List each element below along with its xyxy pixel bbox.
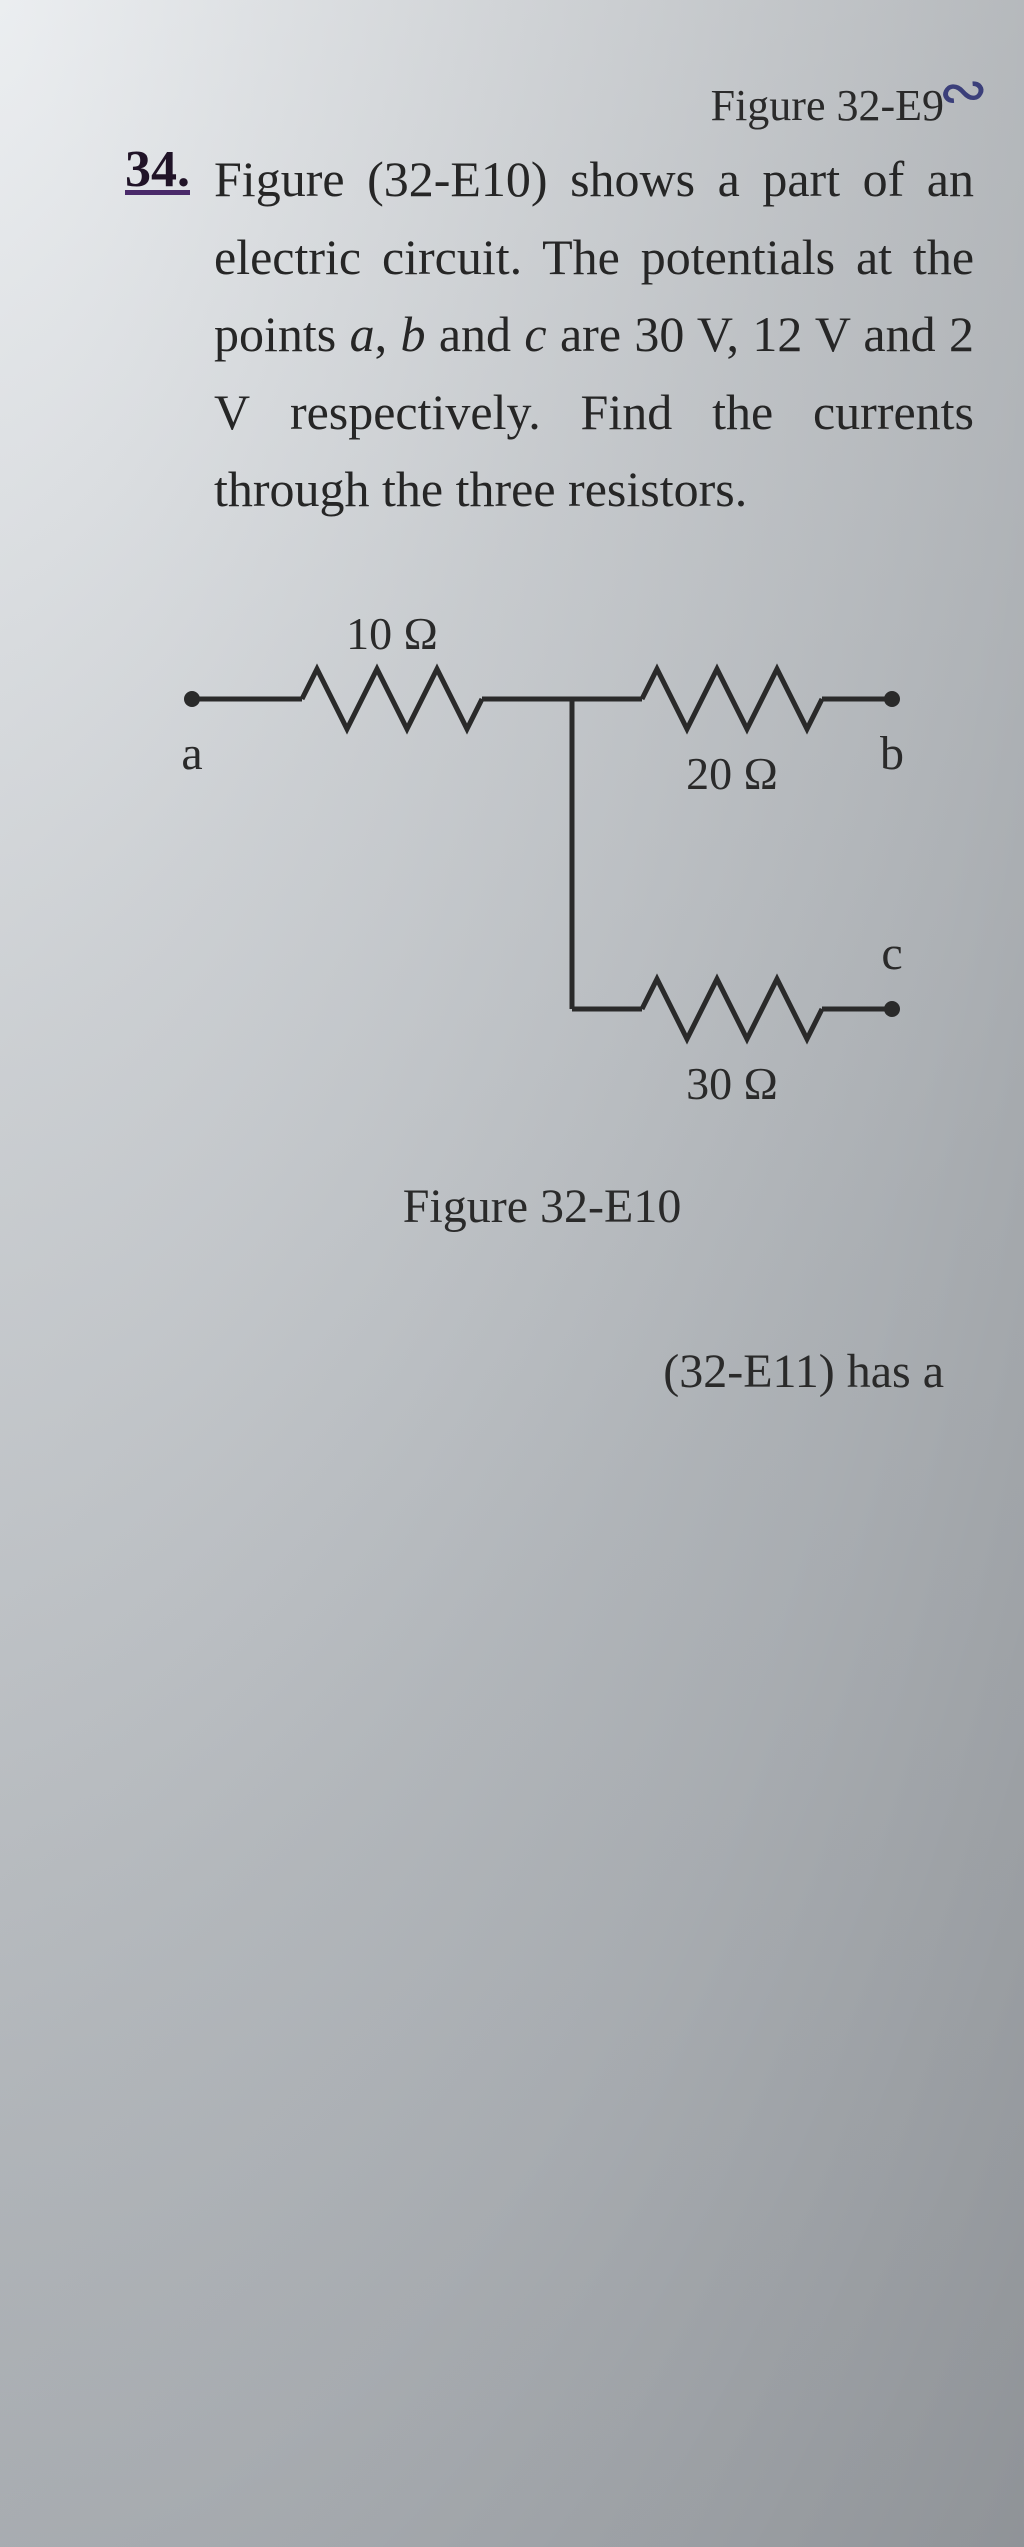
circuit-diagram: a 10 Ω 20 Ω b 30 Ω xyxy=(110,609,974,1149)
node-b-label: b xyxy=(880,727,904,780)
var-b: b xyxy=(400,306,425,362)
trailing-fragment: (32-E11) has a xyxy=(110,1344,974,1399)
problem-text: Figure (32-E10) shows a part of an elect… xyxy=(214,141,974,529)
resistor-r2 xyxy=(642,669,822,729)
r2-label: 20 Ω xyxy=(686,748,778,799)
r1-label: 10 Ω xyxy=(346,608,438,659)
sep-2: and xyxy=(425,306,524,362)
var-c: c xyxy=(524,306,546,362)
problem-number: 34. xyxy=(110,141,190,198)
r3-label: 30 Ω xyxy=(686,1058,778,1109)
node-b-dot xyxy=(884,691,900,707)
problem-block: 34. Figure (32-E10) shows a part of an e… xyxy=(110,141,974,529)
handwritten-mark: ∾ xyxy=(935,54,991,128)
text-line-3: respectively. Find the currents through … xyxy=(214,384,974,518)
resistor-r3 xyxy=(642,979,822,1039)
resistor-r1 xyxy=(302,669,482,729)
lead-fragment: Figure 32-E9 xyxy=(110,80,974,131)
node-a-label: a xyxy=(181,727,202,780)
node-c-dot xyxy=(884,1001,900,1017)
figure-caption: Figure 32-E10 xyxy=(110,1179,974,1234)
node-c-label: c xyxy=(881,927,902,980)
sep-1: , xyxy=(375,306,401,362)
var-a: a xyxy=(350,306,375,362)
